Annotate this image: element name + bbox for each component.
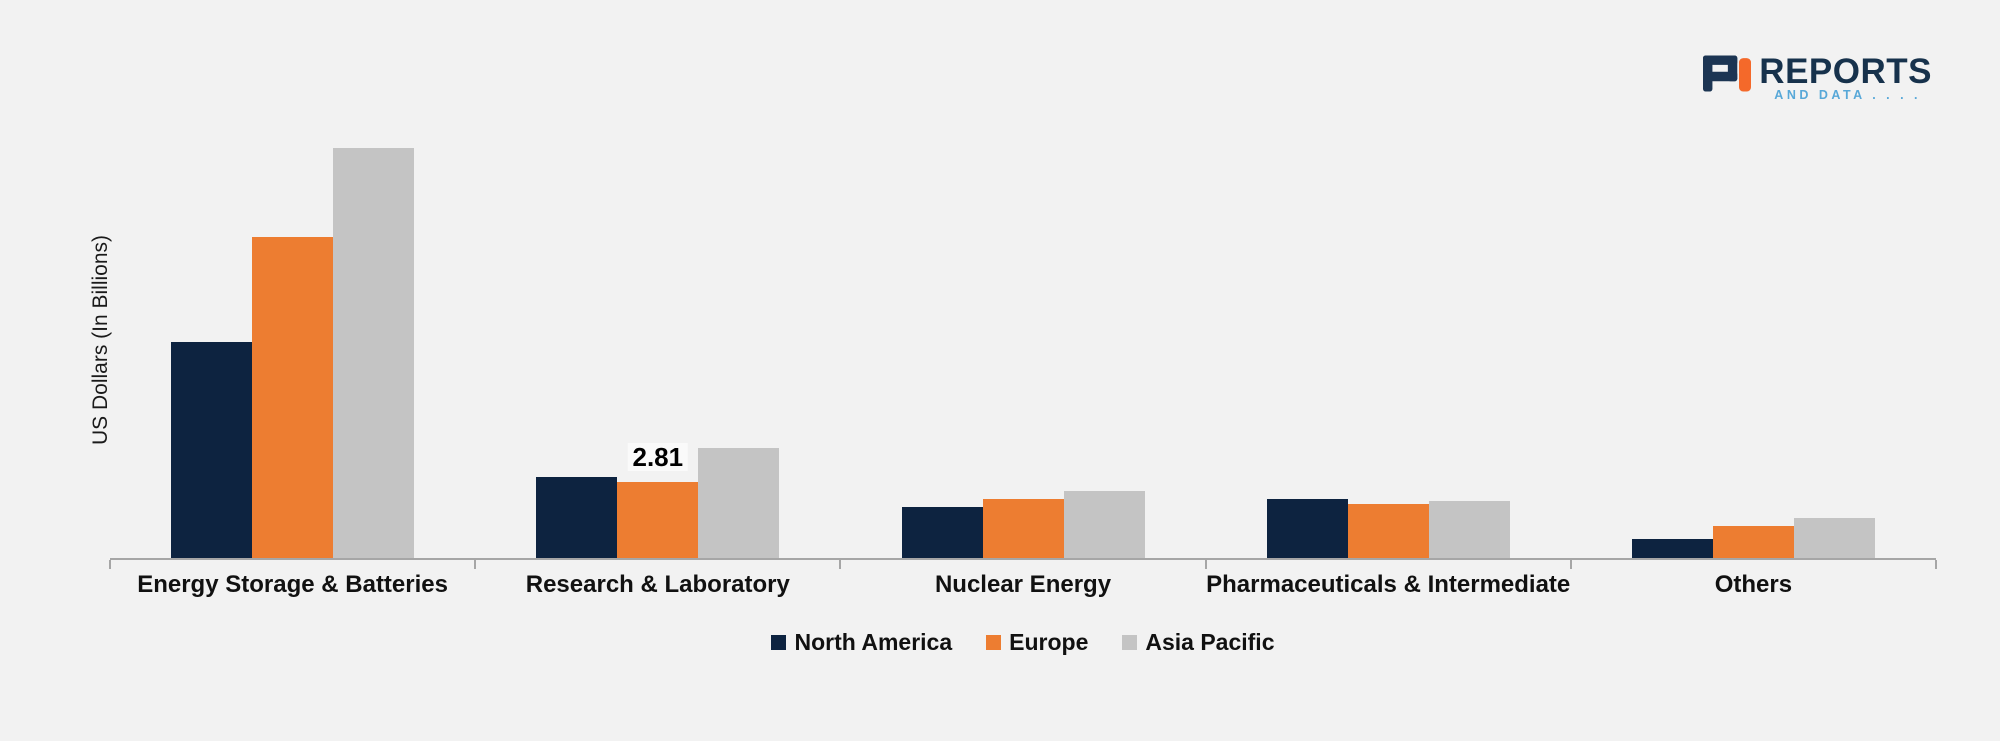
legend-swatch (986, 635, 1002, 650)
bar (1793, 518, 1875, 558)
bar (252, 237, 334, 558)
logo: REPORTS AND DATA . . . . (1703, 52, 1932, 102)
category-label: Research & Laboratory (525, 571, 790, 598)
bar (536, 477, 618, 558)
axis-tick (474, 560, 477, 569)
bar (333, 148, 415, 558)
axis-tick (839, 560, 842, 569)
bar (171, 342, 253, 558)
legend-swatch (771, 635, 787, 650)
reports-and-data-logo-icon (1703, 55, 1752, 92)
axis-tick (109, 560, 111, 569)
bar: 2.81 (617, 443, 699, 558)
logo-text: REPORTS AND DATA . . . . (1759, 52, 1932, 102)
category-label: Others (1714, 571, 1793, 598)
plot-area: 2.81 (110, 100, 1936, 560)
bar-group (1206, 100, 1571, 558)
category-labels: Energy Storage & Batteries Research & Lab… (110, 571, 1936, 599)
logo-subtitle: AND DATA . . . . (1774, 88, 1922, 102)
bar (698, 448, 780, 558)
bar (1631, 539, 1713, 558)
bar (901, 507, 983, 558)
data-label: 2.81 (627, 443, 689, 471)
category-label: Pharmaceuticals & Intermediate (1206, 571, 1571, 598)
axis-tick (1569, 560, 1572, 569)
legend-item: Europe (986, 629, 1088, 656)
bar-group (840, 100, 1205, 558)
bar (1428, 501, 1510, 558)
legend-item: Asia Pacific (1122, 629, 1275, 656)
bar (1266, 499, 1348, 558)
axis-tick (1935, 560, 1937, 569)
bar (1063, 491, 1145, 558)
legend-label: Asia Pacific (1145, 629, 1275, 655)
bar (982, 499, 1064, 558)
logo-title: REPORTS (1759, 52, 1932, 91)
bar (1712, 526, 1794, 558)
category-label: Energy Storage & Batteries (137, 571, 448, 598)
legend-swatch (1122, 635, 1138, 650)
legend: North America Europe Asia Pacific (110, 629, 1936, 656)
category-label: Nuclear Energy (934, 571, 1112, 598)
bar-group (110, 100, 475, 558)
legend-label: North America (794, 629, 953, 655)
axis-tick (1204, 560, 1207, 569)
bar-group (1571, 100, 1936, 558)
bar (1347, 504, 1429, 558)
bar-group: 2.81 (475, 100, 840, 558)
legend-label: Europe (1009, 629, 1089, 655)
legend-item: North America (771, 629, 952, 656)
